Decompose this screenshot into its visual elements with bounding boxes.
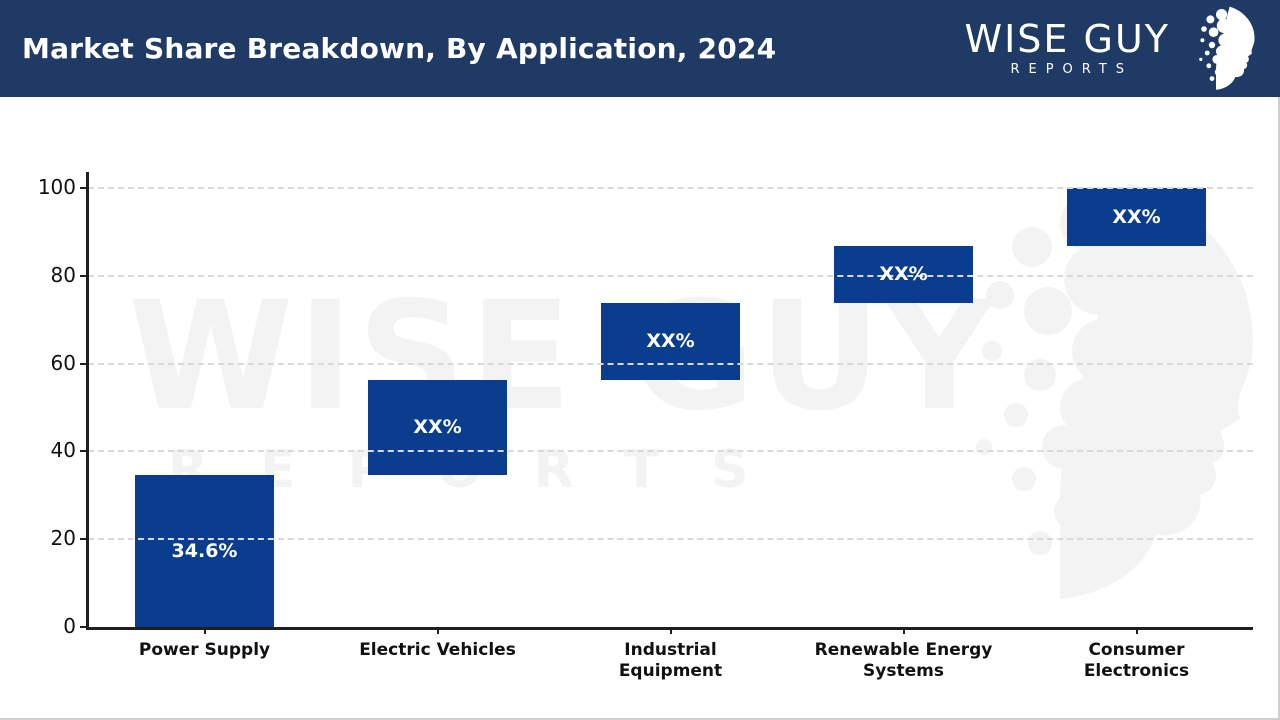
bar-2 — [368, 379, 507, 476]
x-category-label: Consumer Electronics — [1083, 640, 1190, 682]
x-tick-mark — [203, 627, 206, 634]
bar-4 — [834, 245, 973, 303]
x-tick-mark — [1135, 627, 1138, 634]
y-tick-label: 80 — [50, 262, 76, 287]
gridline-60 — [88, 362, 1253, 365]
x-axis-spine — [86, 627, 1253, 630]
y-tick-mark — [80, 362, 88, 365]
y-tick-label: 0 — [63, 614, 76, 638]
y-tick-mark — [80, 187, 88, 189]
bar-3 — [601, 303, 740, 380]
brand-name: WISE GUY — [964, 17, 1170, 62]
brand-logo: WISE GUY REPORTS — [965, 5, 1266, 93]
bar-value-label: 34.6% — [171, 540, 238, 563]
header-bar: Market Share Breakdown, By Application, … — [0, 0, 1280, 97]
y-tick-mark — [80, 274, 88, 277]
y-tick-label: 60 — [50, 350, 76, 375]
gridline-20 — [88, 538, 1253, 541]
bar-value-label: XX% — [879, 263, 928, 286]
bar-value-label: XX% — [413, 416, 462, 439]
y-tick-mark — [80, 450, 88, 453]
y-tick-label: 100 — [37, 175, 76, 199]
brand-subname: REPORTS — [1010, 61, 1134, 77]
x-category-label: Renewable Energy Systems — [814, 640, 993, 682]
brand-face-icon — [1199, 6, 1255, 90]
brand-logo-text: WISE GUY REPORTS — [964, 17, 1170, 77]
x-tick-mark — [669, 627, 672, 634]
y-tick-label: 40 — [50, 438, 76, 463]
bar-value-label: XX% — [646, 330, 695, 353]
x-category-label: Electric Vehicles — [359, 640, 516, 660]
x-tick-mark — [436, 627, 439, 634]
bar-value-label: XX% — [1112, 205, 1161, 228]
x-tick-mark — [902, 627, 905, 634]
gridline-40 — [88, 450, 1253, 453]
bar-1 — [135, 475, 274, 627]
y-axis-spine — [86, 172, 89, 629]
y-tick-mark — [80, 626, 88, 628]
gridline-80 — [88, 274, 1253, 277]
x-category-label: Industrial Equipment — [618, 640, 723, 682]
chart-title: Market Share Breakdown, By Application, … — [22, 32, 777, 65]
x-category-label: Power Supply — [138, 640, 271, 660]
y-tick-label: 20 — [50, 526, 76, 551]
gridline-100 — [88, 187, 1253, 189]
y-tick-mark — [80, 538, 88, 541]
